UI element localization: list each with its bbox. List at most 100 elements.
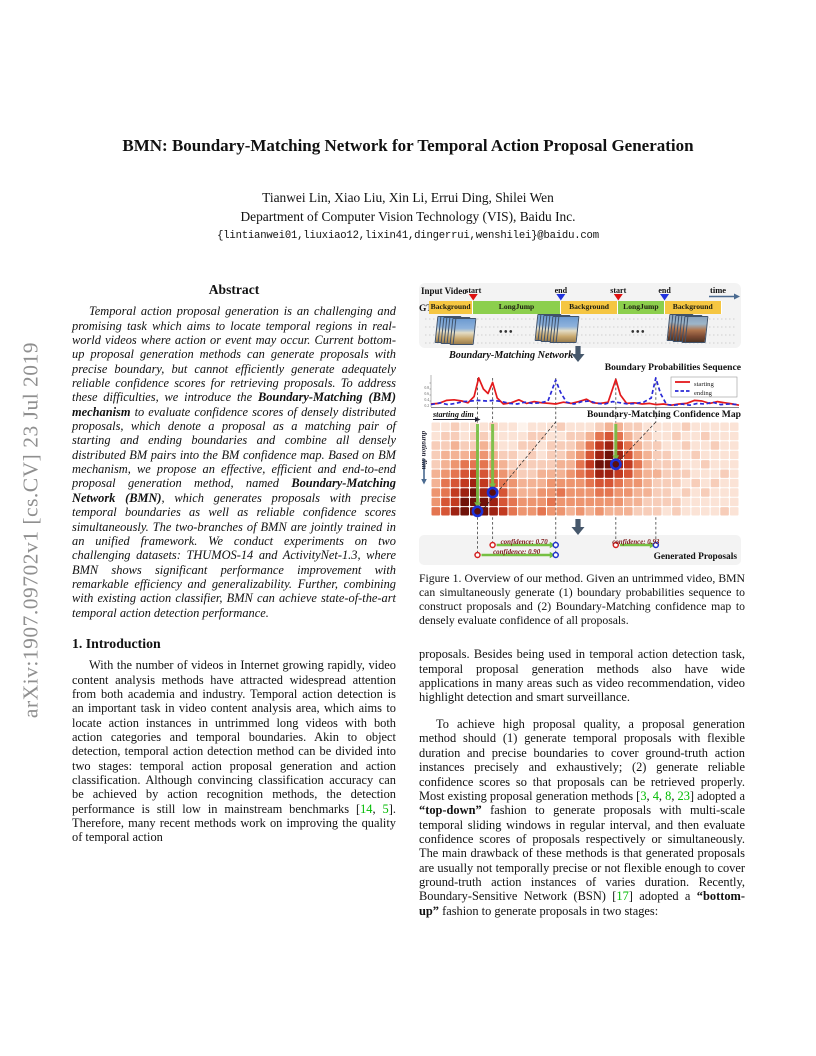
bm-map-cell xyxy=(652,478,662,488)
gt-segment: LongJump xyxy=(473,301,561,314)
bm-map-cell xyxy=(489,507,498,516)
bm-map-cell xyxy=(720,422,729,431)
citation-ref[interactable]: 3 xyxy=(640,788,647,803)
bm-map-cell xyxy=(643,507,652,516)
bm-map-cell xyxy=(672,460,681,469)
film-strip xyxy=(666,314,711,343)
bm-map-cell xyxy=(537,460,547,469)
bm-map-cell xyxy=(633,507,643,516)
bm-map-cell xyxy=(431,460,441,469)
bm-map-cell xyxy=(547,431,556,441)
legend-ending-label: ending xyxy=(694,390,712,397)
introduction-heading: 1. Introduction xyxy=(72,635,161,651)
right-column: Input Video time GT ••• ••• Boundary-Mat… xyxy=(419,283,745,930)
bm-map-cell xyxy=(431,478,441,488)
bm-map-cell xyxy=(547,488,556,497)
bm-map-cell xyxy=(460,478,470,488)
bm-map-cell xyxy=(681,431,691,441)
bm-map-cell xyxy=(498,422,508,431)
bm-map-cell xyxy=(662,460,672,469)
bm-map-cell xyxy=(614,497,624,507)
citation-ref[interactable]: 17 xyxy=(616,889,629,904)
bm-map-cell xyxy=(701,422,710,431)
bm-map-cell xyxy=(672,507,681,516)
bm-map-cell xyxy=(701,507,710,516)
bm-map-cell xyxy=(460,431,470,441)
citation-ref[interactable]: 8 xyxy=(665,788,672,803)
citation-ref[interactable]: 23 xyxy=(677,788,690,803)
bm-map-cell xyxy=(479,488,489,497)
gt-segment: LongJump xyxy=(618,301,665,314)
bm-map-cell xyxy=(624,488,633,497)
bm-map-cell xyxy=(575,469,585,478)
bm-map-cell xyxy=(720,478,729,488)
bm-map-cell xyxy=(518,469,527,478)
abstract-heading: Abstract xyxy=(208,282,260,297)
bm-map-cell xyxy=(681,441,691,450)
bm-map-cell xyxy=(518,507,527,516)
bm-map-cell xyxy=(701,431,710,441)
bm-map-cell xyxy=(624,422,633,431)
citation-ref[interactable]: 4 xyxy=(652,788,659,803)
gt-segment-label: LongJump xyxy=(623,302,659,312)
bm-pair-marker xyxy=(471,505,484,518)
bm-map-cell xyxy=(441,450,450,460)
bm-map-cell xyxy=(518,478,527,488)
bm-map-cell xyxy=(652,422,662,431)
bm-map-cell xyxy=(595,507,604,516)
bm-map-cell xyxy=(729,507,739,516)
gt-marker-label: end xyxy=(554,286,568,295)
bm-map-cell xyxy=(643,497,652,507)
bm-map-cell xyxy=(498,431,508,441)
bm-map-cell xyxy=(508,441,518,450)
body-paragraph: proposals. Besides being used in tempora… xyxy=(419,647,745,704)
paper-title: BMN: Boundary-Matching Network for Tempo… xyxy=(122,136,694,155)
bm-map-cell xyxy=(624,478,633,488)
author-emails: {lintianwei01,liuxiao12,lixin41,dingerru… xyxy=(217,230,599,242)
bm-map-cell xyxy=(595,478,604,488)
bm-map-cell xyxy=(604,488,614,497)
bm-map-cell xyxy=(518,450,527,460)
bm-map-cell xyxy=(527,450,537,460)
bm-map-cell xyxy=(566,507,575,516)
bm-map-cell xyxy=(729,488,739,497)
bm-map-cell xyxy=(643,450,652,460)
bm-map-cell xyxy=(566,478,575,488)
citation-ref[interactable]: 14 xyxy=(360,801,373,816)
bm-map-cell xyxy=(595,441,604,450)
citation-ref[interactable]: 5 xyxy=(382,801,389,816)
starting-dim-arrow-head xyxy=(475,417,481,422)
bm-map-cell xyxy=(691,431,701,441)
bm-map-cell xyxy=(720,441,729,450)
bm-map-cell xyxy=(585,422,595,431)
bm-map-cell xyxy=(643,441,652,450)
chart-ytick: 0.2 xyxy=(424,404,430,408)
bm-map-cell xyxy=(431,450,441,460)
bm-map-cell xyxy=(556,478,566,488)
bm-map-cell xyxy=(691,478,701,488)
bm-map-cell xyxy=(672,488,681,497)
bm-map-cell xyxy=(633,431,643,441)
bm-map-cell xyxy=(527,422,537,431)
bm-map-cell xyxy=(652,460,662,469)
bm-map-cell xyxy=(450,507,460,516)
bm-map-cell xyxy=(614,478,624,488)
bm-map-cell xyxy=(547,422,556,431)
bm-map-cell xyxy=(633,478,643,488)
bm-map-cell xyxy=(566,488,575,497)
bm-map-cell xyxy=(701,497,710,507)
bm-map-cell xyxy=(710,478,720,488)
bm-map-cell xyxy=(720,507,729,516)
bm-map-cell xyxy=(691,422,701,431)
map-green-arrow-head xyxy=(474,502,481,508)
bm-map-cell xyxy=(614,507,624,516)
bm-map-cell xyxy=(633,497,643,507)
bm-map-cell xyxy=(450,469,460,478)
bm-map-cell xyxy=(624,441,633,450)
bm-map-cell xyxy=(556,441,566,450)
bm-map-cell xyxy=(537,488,547,497)
bm-map-cell xyxy=(701,469,710,478)
bm-map-cell xyxy=(537,422,547,431)
bm-map-cell xyxy=(710,431,720,441)
